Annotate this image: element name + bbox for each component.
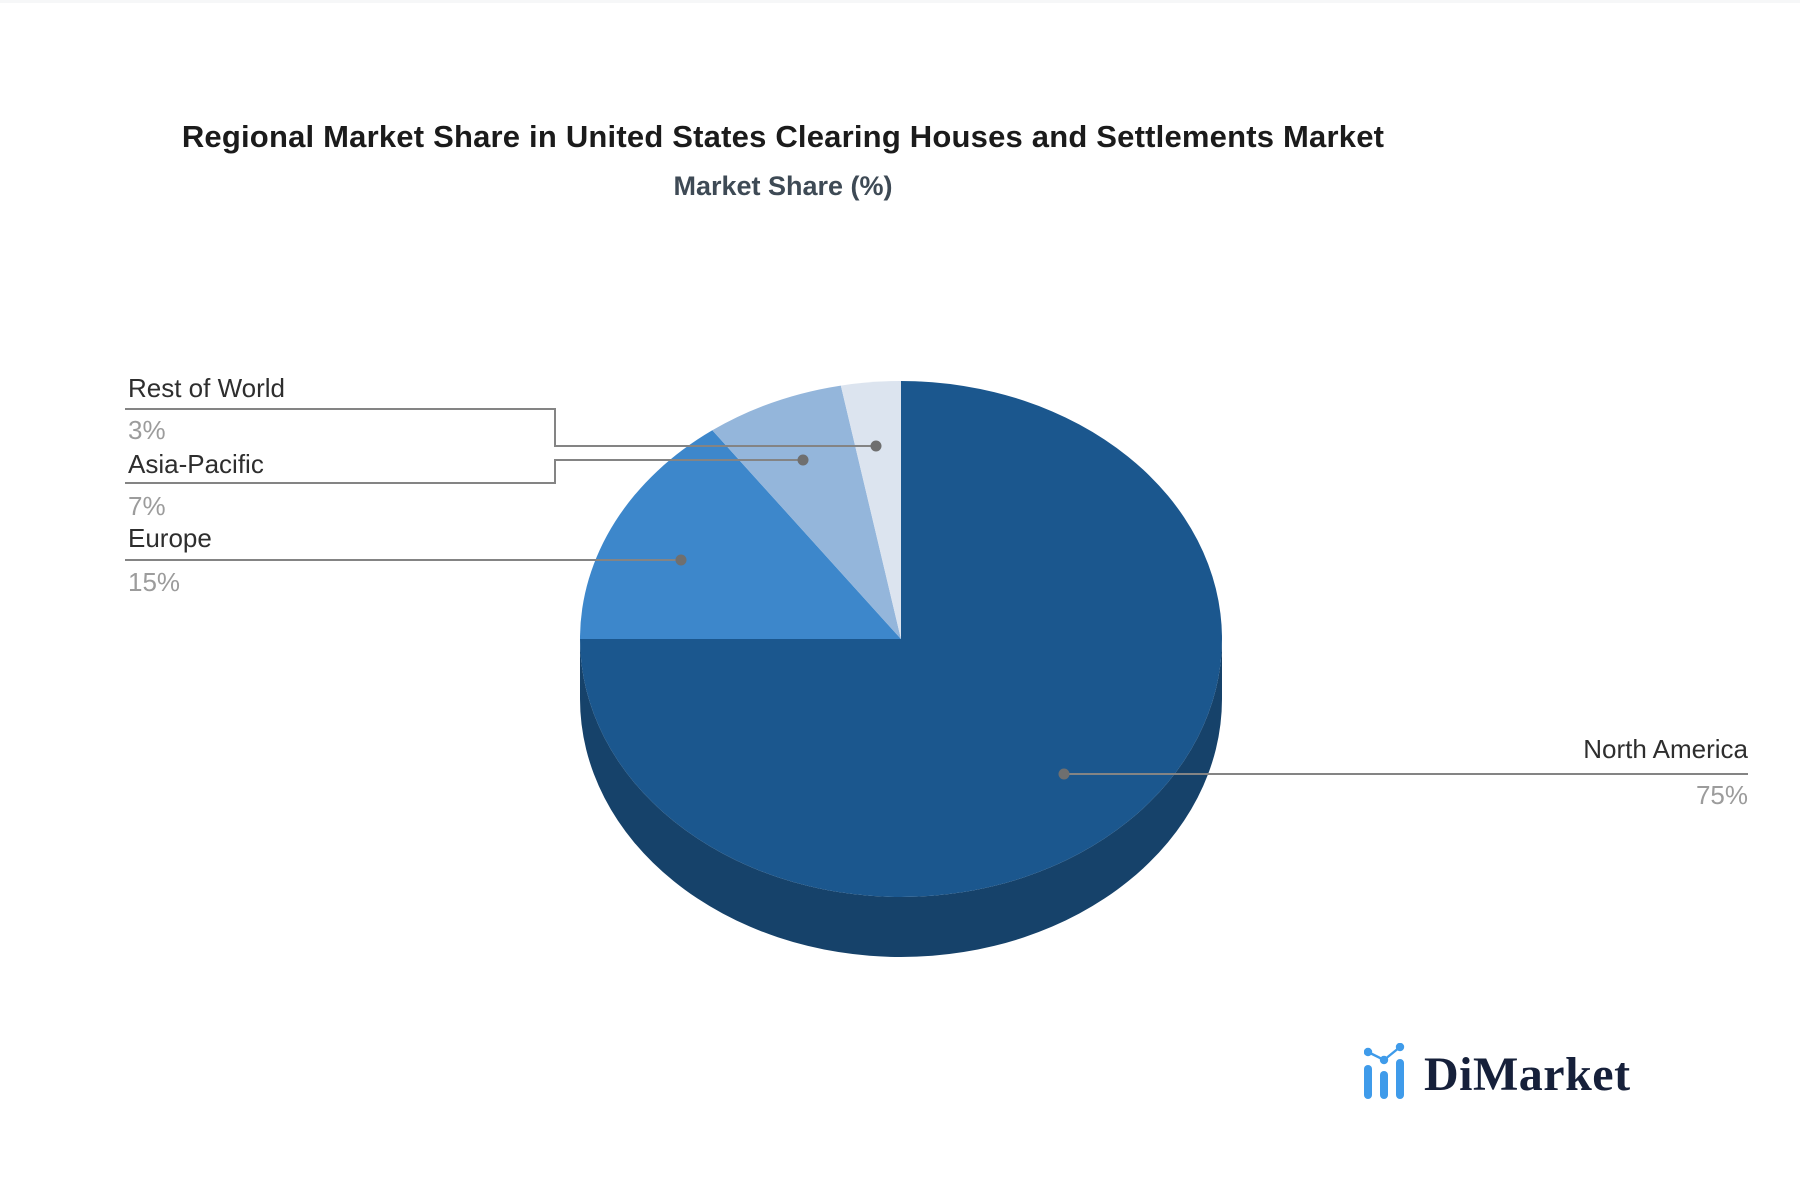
pie-slice-asia-pacific — [712, 385, 901, 639]
slice-label-north-america: North America — [1583, 734, 1748, 764]
chart-title: Regional Market Share in United States C… — [181, 119, 1385, 154]
slice-value-north-america: 75% — [1695, 780, 1748, 810]
logo-text: DiMarket — [1424, 1048, 1631, 1101]
chart-subtitle: Market Share (%) — [673, 171, 893, 201]
slice-label-rest-of-world: Rest of World — [128, 373, 286, 403]
leader-dot-europe — [675, 554, 687, 566]
pie-side-3d — [580, 639, 1222, 957]
pie-slices — [580, 381, 1222, 957]
pie-slice-europe — [580, 430, 901, 639]
leader-lines — [125, 408, 1748, 780]
leader-line-rest-of-world — [125, 408, 876, 447]
dimarket-logo: DiMarket — [1364, 1043, 1631, 1099]
slice-value-rest-of-world: 3% — [128, 415, 166, 445]
slice-value-asia-pacific: 7% — [128, 491, 166, 521]
slice-value-europe: 15% — [128, 567, 181, 597]
pie-chart — [125, 381, 1748, 957]
slice-label-europe: Europe — [128, 523, 212, 553]
slice-label-asia-pacific: Asia-Pacific — [128, 449, 264, 479]
leader-dot-north-america — [1058, 768, 1070, 780]
leader-dot-rest-of-world — [870, 440, 882, 452]
leader-dot-asia-pacific — [797, 454, 809, 466]
bar-line-chart-icon — [1364, 1043, 1405, 1099]
leader-line-asia-pacific — [125, 459, 803, 484]
